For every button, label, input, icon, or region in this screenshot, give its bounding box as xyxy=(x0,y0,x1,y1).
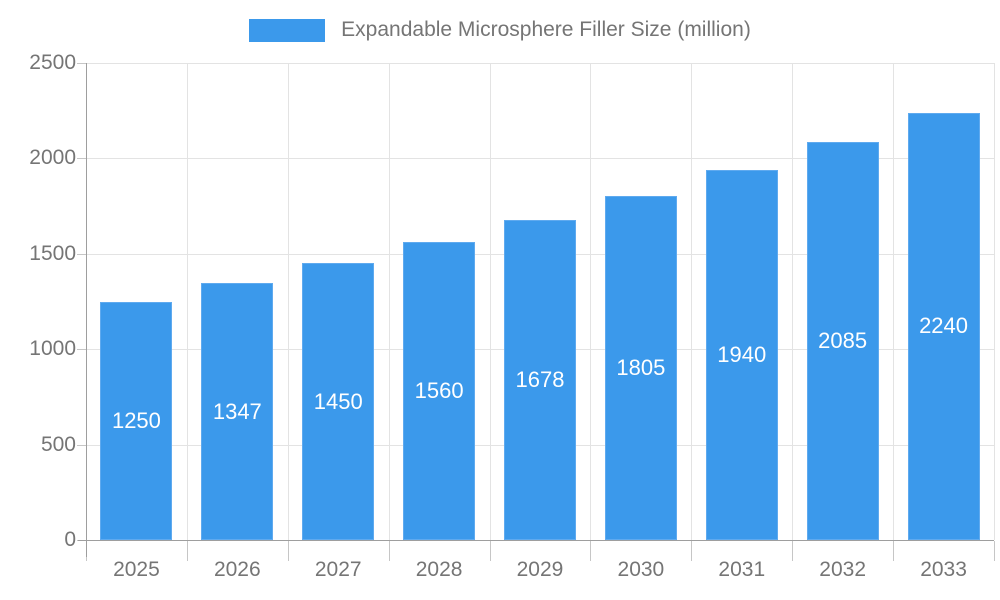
x-tick-mark xyxy=(590,541,592,561)
x-tick-label: 2031 xyxy=(718,558,766,581)
bar-2032[interactable]: 2085 xyxy=(806,142,879,540)
y-tick-label: 2000 xyxy=(29,146,76,170)
v-gridline xyxy=(489,63,491,540)
x-tick-mark xyxy=(994,541,995,561)
y-tick-label: 1000 xyxy=(29,337,76,361)
v-gridline xyxy=(893,63,895,540)
bar-2027[interactable]: 1450 xyxy=(302,263,375,540)
y-tick-label: 500 xyxy=(40,432,76,456)
plot-area: 1250 1347 1450 1560 1678 1805 1940 2085 2240 xyxy=(86,63,995,540)
bar-2031[interactable]: 1940 xyxy=(705,169,778,540)
y-tick-mark xyxy=(77,158,86,160)
bar-value-label: 1678 xyxy=(515,366,565,392)
y-tick-mark xyxy=(77,253,86,255)
y-tick-mark xyxy=(77,444,86,446)
x-tick-label: 2032 xyxy=(819,558,867,581)
v-gridline xyxy=(691,63,693,540)
x-tick-label: 2028 xyxy=(415,558,463,581)
h-gridline xyxy=(86,63,994,64)
y-tick-mark xyxy=(77,63,86,64)
bar-value-label: 1940 xyxy=(717,341,767,367)
legend-swatch xyxy=(249,18,326,42)
bar-value-label: 1805 xyxy=(616,354,666,380)
legend-item[interactable]: Expandable Microsphere Filler Size (mill… xyxy=(0,18,1000,42)
v-gridline xyxy=(994,63,995,540)
y-tick-mark xyxy=(77,349,86,351)
x-tick-mark xyxy=(489,541,491,561)
x-tick-mark xyxy=(287,541,289,561)
x-tick-mark xyxy=(792,541,794,561)
x-tick-label: 2027 xyxy=(314,558,362,581)
bar-value-label: 1250 xyxy=(111,407,161,433)
bar-value-label: 2085 xyxy=(818,328,868,354)
y-tick-label: 1500 xyxy=(29,241,76,265)
x-tick-mark xyxy=(388,541,390,561)
bar-2033[interactable]: 2240 xyxy=(907,112,980,540)
x-tick-mark xyxy=(186,541,188,561)
y-axis-line xyxy=(86,63,87,557)
bar-value-label: 1347 xyxy=(212,398,262,424)
x-tick-label: 2025 xyxy=(113,558,160,581)
bar-2028[interactable]: 1560 xyxy=(403,242,476,540)
x-axis-line xyxy=(78,540,994,541)
v-gridline xyxy=(388,63,390,540)
bar-2025[interactable]: 1250 xyxy=(100,301,173,540)
legend-label: Expandable Microsphere Filler Size (mill… xyxy=(341,18,751,41)
v-gridline xyxy=(287,63,289,540)
x-tick-label: 2026 xyxy=(213,558,261,581)
bar-2026[interactable]: 1347 xyxy=(201,283,274,540)
x-tick-mark xyxy=(893,541,895,561)
x-tick-mark xyxy=(691,541,693,561)
bar-value-label: 1560 xyxy=(414,378,464,404)
y-tick-label: 0 xyxy=(64,528,76,551)
v-gridline xyxy=(590,63,592,540)
v-gridline xyxy=(186,63,188,540)
bar-2029[interactable]: 1678 xyxy=(504,219,576,540)
bar-value-label: 2240 xyxy=(919,313,969,339)
x-tick-label: 2033 xyxy=(920,558,967,581)
y-tick-label: 2500 xyxy=(29,51,76,74)
v-gridline xyxy=(792,63,794,540)
bar-2030[interactable]: 1805 xyxy=(604,195,677,540)
x-tick-label: 2030 xyxy=(617,558,665,581)
h-gridline xyxy=(86,158,994,160)
bar-value-label: 1450 xyxy=(313,388,363,414)
x-tick-label: 2029 xyxy=(516,558,564,581)
